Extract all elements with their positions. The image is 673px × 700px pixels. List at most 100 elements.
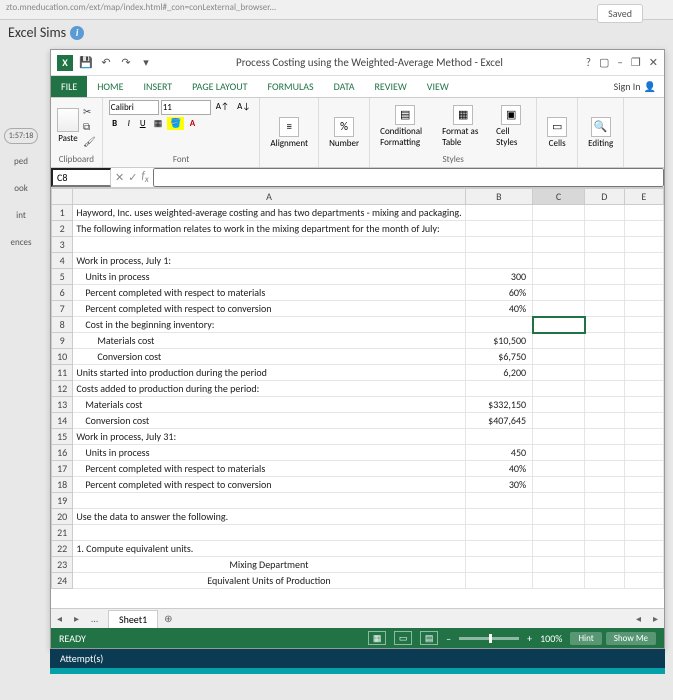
cell-B10[interactable]: $6,750 [465, 349, 533, 365]
cell-D10[interactable] [585, 349, 625, 365]
cell-D16[interactable] [585, 445, 625, 461]
cell-A20[interactable]: Use the data to answer the following. [73, 509, 465, 525]
cell-C23[interactable] [533, 557, 585, 573]
cell-D17[interactable] [585, 461, 625, 477]
cell-E8[interactable] [624, 317, 663, 333]
cell-E11[interactable] [624, 365, 663, 381]
format-as-table-button[interactable]: ▦Format as Table [438, 105, 488, 148]
cell-D2[interactable] [585, 221, 625, 237]
row-header-2[interactable]: 2 [52, 221, 73, 237]
tab-page-layout[interactable]: PAGE LAYOUT [182, 76, 257, 97]
sidebar-item-3[interactable]: ences [8, 233, 33, 252]
fill-color-icon[interactable]: 🪣 [167, 117, 184, 130]
cell-C8[interactable] [533, 317, 585, 333]
cell-C7[interactable] [533, 301, 585, 317]
cell-A3[interactable] [73, 237, 465, 253]
cell-B11[interactable]: 6,200 [465, 365, 533, 381]
help-icon[interactable]: ? [586, 56, 591, 69]
cell-D5[interactable] [585, 269, 625, 285]
sheet-nav-prev-icon[interactable]: ◂ [51, 612, 68, 625]
cell-C13[interactable] [533, 397, 585, 413]
cell-D11[interactable] [585, 365, 625, 381]
cell-B3[interactable] [465, 237, 533, 253]
cell-D22[interactable] [585, 541, 625, 557]
cell-E5[interactable] [624, 269, 663, 285]
cell-A8[interactable]: Cost in the beginning inventory: [73, 317, 465, 333]
cell-B22[interactable] [465, 541, 533, 557]
cell-E12[interactable] [624, 381, 663, 397]
alignment-button[interactable]: ≡Alignment [266, 117, 312, 149]
cell-D6[interactable] [585, 285, 625, 301]
cell-C10[interactable] [533, 349, 585, 365]
cell-C9[interactable] [533, 333, 585, 349]
ribbon-options-icon[interactable]: ▢ [599, 56, 609, 69]
row-header-8[interactable]: 8 [52, 317, 73, 333]
paste-button[interactable]: Paste [57, 108, 79, 144]
row-header-23[interactable]: 23 [52, 557, 73, 573]
increase-font-icon[interactable]: A↑ [213, 100, 232, 115]
tab-view[interactable]: VIEW [417, 76, 459, 97]
cell-B16[interactable]: 450 [465, 445, 533, 461]
save-icon[interactable]: 💾 [79, 56, 93, 70]
cell-D3[interactable] [585, 237, 625, 253]
cell-B19[interactable] [465, 493, 533, 509]
cell-D21[interactable] [585, 525, 625, 541]
formula-bar[interactable] [153, 168, 664, 187]
cell-B18[interactable]: 30% [465, 477, 533, 493]
cell-A5[interactable]: Units in process [73, 269, 465, 285]
cell-A6[interactable]: Percent completed with respect to materi… [73, 285, 465, 301]
cell-A16[interactable]: Units in process [73, 445, 465, 461]
cell-E17[interactable] [624, 461, 663, 477]
cell-E16[interactable] [624, 445, 663, 461]
sheet-nav-more-icon[interactable]: … [85, 612, 104, 625]
row-header-16[interactable]: 16 [52, 445, 73, 461]
cell-styles-button[interactable]: ▣Cell Styles [492, 105, 530, 148]
cell-A12[interactable]: Costs added to production during the per… [73, 381, 465, 397]
tab-insert[interactable]: INSERT [134, 76, 183, 97]
cell-B8[interactable] [465, 317, 533, 333]
cell-E7[interactable] [624, 301, 663, 317]
row-header-12[interactable]: 12 [52, 381, 73, 397]
attempts-bar[interactable]: Attempt(s) [50, 649, 665, 668]
cell-B7[interactable]: 40% [465, 301, 533, 317]
cell-D9[interactable] [585, 333, 625, 349]
scroll-left-icon[interactable]: ◂ [630, 612, 647, 625]
minimize-icon[interactable]: – [617, 56, 622, 69]
font-size-input[interactable] [161, 100, 211, 115]
add-sheet-icon[interactable]: ⊕ [158, 612, 178, 625]
editing-button[interactable]: 🔍Editing [584, 117, 617, 149]
cell-C5[interactable] [533, 269, 585, 285]
cell-E13[interactable] [624, 397, 663, 413]
cell-C17[interactable] [533, 461, 585, 477]
zoom-in-icon[interactable]: + [527, 632, 532, 645]
cell-A9[interactable]: Materials cost [73, 333, 465, 349]
cell-D20[interactable] [585, 509, 625, 525]
cell-E3[interactable] [624, 237, 663, 253]
cell-D7[interactable] [585, 301, 625, 317]
cell-B20[interactable] [465, 509, 533, 525]
row-header-24[interactable]: 24 [52, 573, 73, 589]
cell-E21[interactable] [624, 525, 663, 541]
show-me-button[interactable]: Show Me [606, 632, 656, 645]
conditional-formatting-button[interactable]: ▤Conditional Formatting [376, 105, 434, 148]
sign-in-button[interactable]: Sign In 👤 [606, 76, 664, 97]
row-header-13[interactable]: 13 [52, 397, 73, 413]
cell-D12[interactable] [585, 381, 625, 397]
close-icon[interactable]: ✕ [649, 56, 658, 69]
cell-B13[interactable]: $332,150 [465, 397, 533, 413]
cut-icon[interactable]: ✂ [83, 105, 96, 118]
cell-E22[interactable] [624, 541, 663, 557]
cell-B17[interactable]: 40% [465, 461, 533, 477]
row-header-1[interactable]: 1 [52, 205, 73, 221]
cell-D18[interactable] [585, 477, 625, 493]
row-header-9[interactable]: 9 [52, 333, 73, 349]
italic-button[interactable]: I [123, 117, 135, 130]
restore-icon[interactable]: ❐ [631, 56, 641, 69]
copy-icon[interactable]: ⧉ [83, 120, 96, 133]
cell-A4[interactable]: Work in process, July 1: [73, 253, 465, 269]
cell-C4[interactable] [533, 253, 585, 269]
cell-E14[interactable] [624, 413, 663, 429]
sheet-nav-next-icon[interactable]: ▸ [68, 612, 85, 625]
cell-D13[interactable] [585, 397, 625, 413]
cell-B1[interactable] [465, 205, 533, 221]
